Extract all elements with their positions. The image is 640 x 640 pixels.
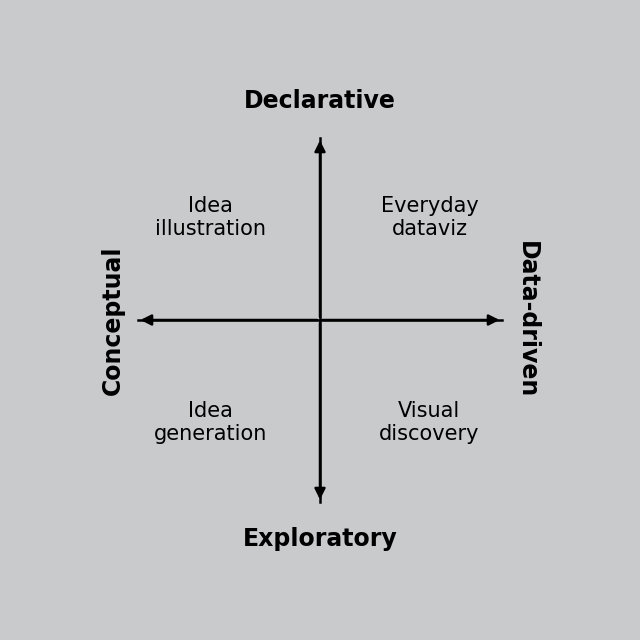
Text: Everyday
dataviz: Everyday dataviz	[381, 196, 478, 239]
Text: Declarative: Declarative	[244, 89, 396, 113]
Text: Visual
discovery: Visual discovery	[379, 401, 480, 444]
Text: Conceptual: Conceptual	[101, 245, 125, 395]
Text: Data-driven: Data-driven	[515, 241, 539, 399]
Text: Exploratory: Exploratory	[243, 527, 397, 550]
Text: Idea
illustration: Idea illustration	[155, 196, 266, 239]
Text: Idea
generation: Idea generation	[154, 401, 268, 444]
